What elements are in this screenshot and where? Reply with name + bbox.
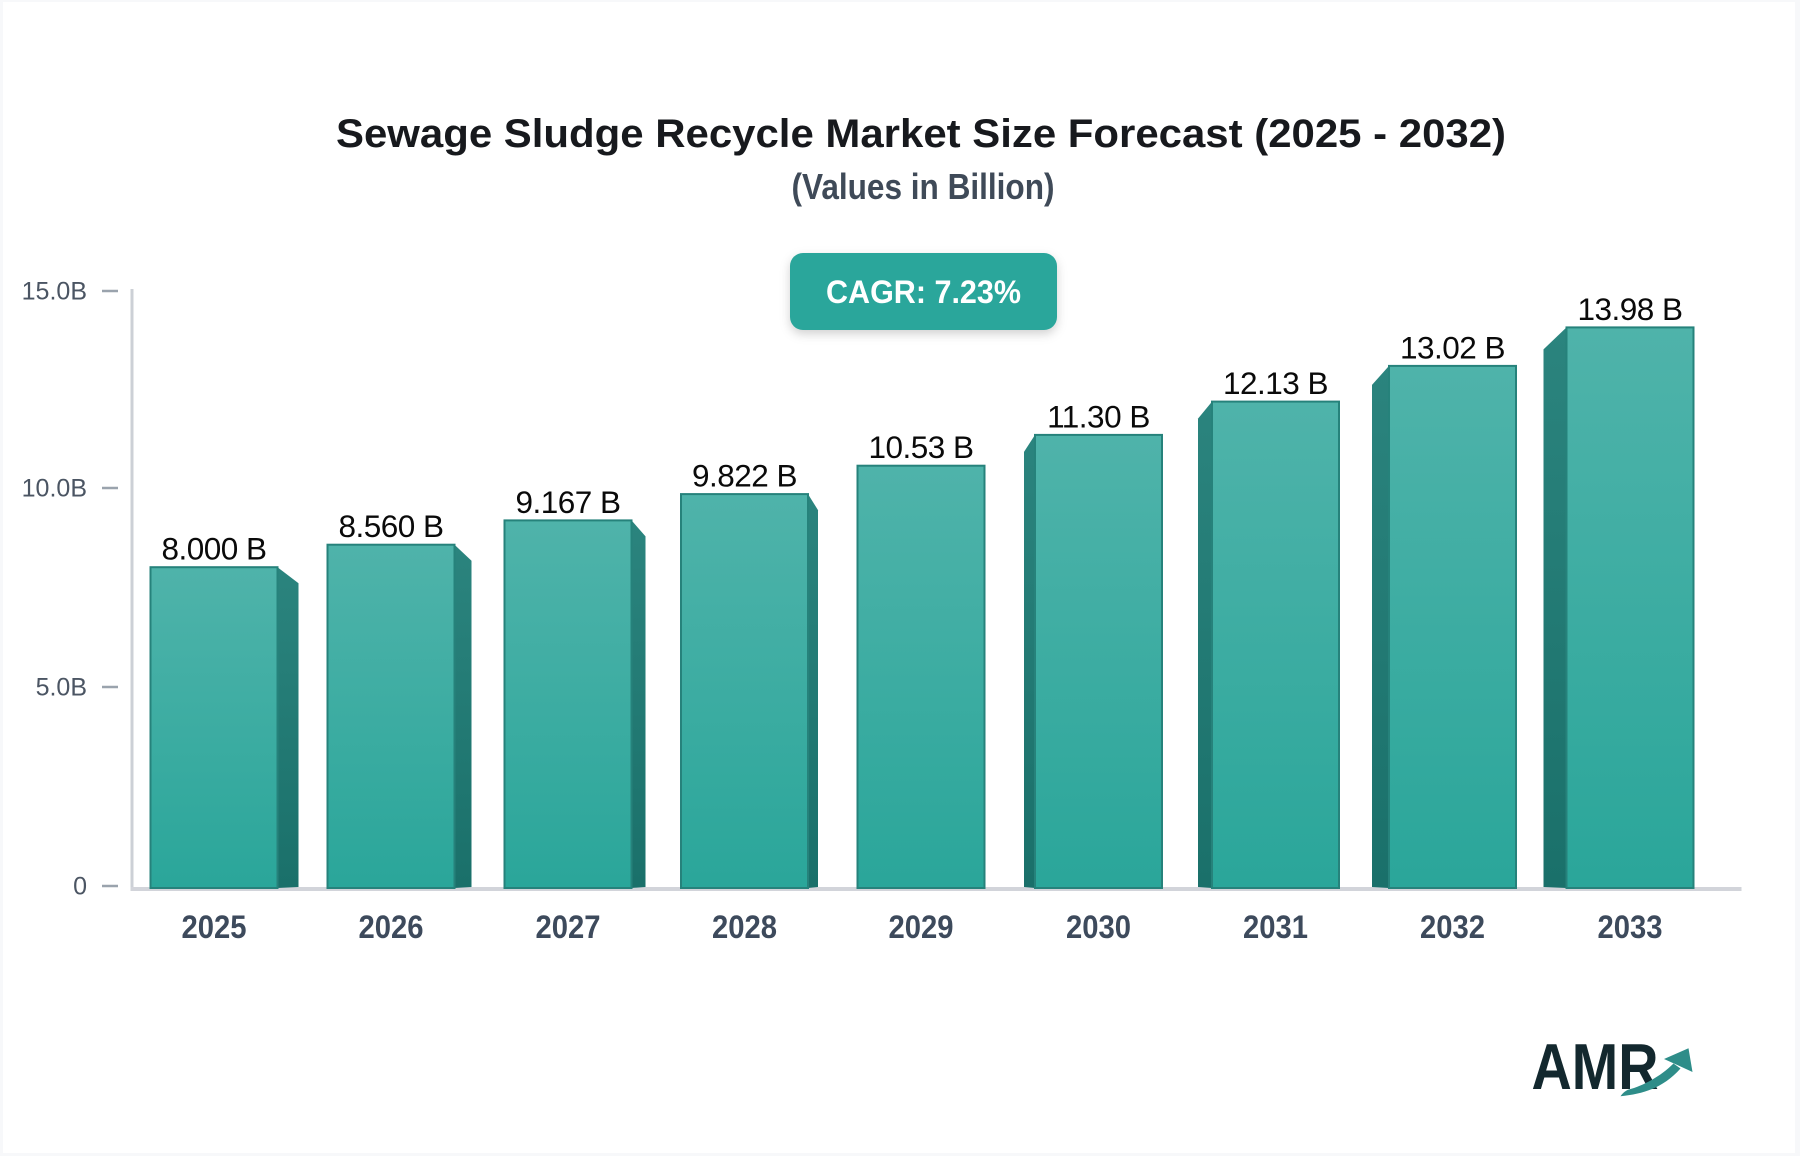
svg-text:CAGR: 7.23%: CAGR: 7.23% (826, 274, 1021, 310)
svg-text:2031: 2031 (1243, 909, 1308, 945)
svg-text:2026: 2026 (359, 909, 424, 945)
svg-text:2028: 2028 (712, 909, 777, 945)
svg-text:Sewage Sludge Recycle Market S: Sewage Sludge Recycle Market Size Foreca… (336, 112, 1506, 156)
svg-text:9.822 B: 9.822 B (692, 458, 797, 494)
svg-text:12.13 B: 12.13 B (1223, 365, 1328, 401)
svg-text:10.0B: 10.0B (22, 475, 87, 503)
svg-text:2033: 2033 (1598, 909, 1663, 945)
svg-text:8.560 B: 8.560 B (338, 508, 443, 544)
svg-text:0: 0 (73, 873, 87, 901)
svg-text:2030: 2030 (1066, 909, 1131, 945)
svg-text:15.0B: 15.0B (22, 278, 87, 306)
svg-text:9.167 B: 9.167 B (515, 484, 620, 520)
svg-text:2027: 2027 (536, 909, 601, 945)
svg-text:13.98 B: 13.98 B (1577, 291, 1682, 327)
svg-text:(Values in Billion): (Values in Billion) (792, 166, 1055, 207)
svg-text:2025: 2025 (182, 909, 247, 945)
svg-text:11.30 B: 11.30 B (1047, 398, 1150, 434)
svg-text:8.000 B: 8.000 B (161, 531, 266, 567)
svg-text:5.0B: 5.0B (36, 674, 87, 702)
svg-text:10.53 B: 10.53 B (868, 429, 973, 465)
svg-text:13.02 B: 13.02 B (1400, 329, 1505, 365)
svg-text:2032: 2032 (1420, 909, 1485, 945)
svg-text:2029: 2029 (889, 909, 954, 945)
